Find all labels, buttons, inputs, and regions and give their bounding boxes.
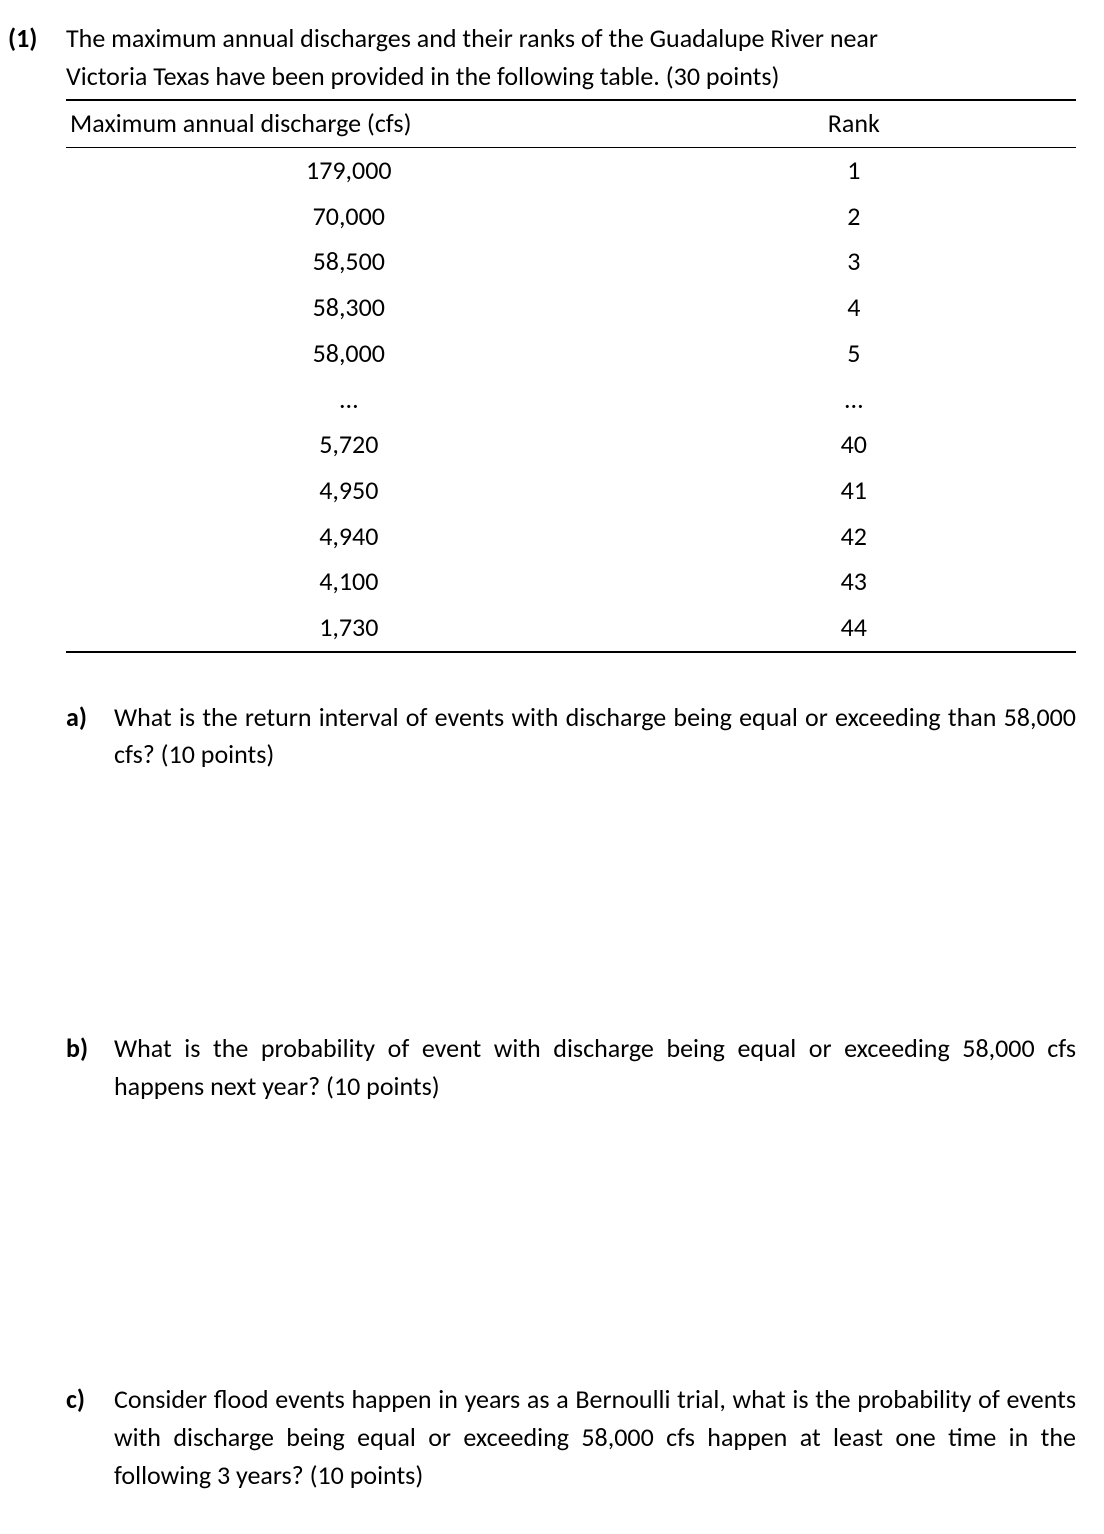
cell-rank: 4 — [632, 285, 1076, 331]
cell-discharge: 58,300 — [66, 285, 632, 331]
cell-discharge: 5,720 — [66, 422, 632, 468]
cell-rank: 42 — [632, 514, 1076, 560]
table-row: 58,300 4 — [66, 285, 1076, 331]
discharge-table-wrap: Maximum annual discharge (cfs) Rank 179,… — [66, 99, 1076, 652]
table-row: 179,000 1 — [66, 148, 1076, 194]
table-row: 1,730 44 — [66, 605, 1076, 652]
cell-discharge: 4,950 — [66, 468, 632, 514]
cell-rank: 3 — [632, 239, 1076, 285]
question-number: (1) — [8, 20, 66, 58]
cell-discharge: 58,000 — [66, 331, 632, 377]
part-a-text: What is the return interval of events wi… — [114, 699, 1076, 774]
cell-rank: 5 — [632, 331, 1076, 377]
table-row: 70,000 2 — [66, 194, 1076, 240]
table-row: 58,500 3 — [66, 239, 1076, 285]
table-row: 58,000 5 — [66, 331, 1076, 377]
part-a: a) What is the return interval of events… — [66, 699, 1076, 774]
cell-discharge: 179,000 — [66, 148, 632, 194]
cell-rank: 44 — [632, 605, 1076, 652]
cell-discharge: 70,000 — [66, 194, 632, 240]
part-c: c) Consider flood events happen in years… — [66, 1381, 1076, 1494]
cell-rank: 2 — [632, 194, 1076, 240]
cell-rank: 43 — [632, 559, 1076, 605]
table-row: ... ... — [66, 377, 1076, 423]
question-text-line2: Victoria Texas have been provided in the… — [66, 60, 779, 92]
table-row: 4,950 41 — [66, 468, 1076, 514]
table-header-discharge: Maximum annual discharge (cfs) — [66, 100, 632, 147]
table-row: 5,720 40 — [66, 422, 1076, 468]
part-a-label: a) — [66, 699, 114, 737]
part-b-text: What is the probability of event with di… — [114, 1030, 1076, 1105]
answer-space-b — [8, 1105, 1076, 1335]
part-b-label: b) — [66, 1030, 114, 1068]
answer-space-a — [8, 774, 1076, 984]
discharge-table: Maximum annual discharge (cfs) Rank 179,… — [66, 99, 1076, 652]
question-text: The maximum annual discharges and their … — [66, 20, 1076, 95]
table-row: 4,940 42 — [66, 514, 1076, 560]
question-text-line1: The maximum annual discharges and their … — [66, 22, 878, 54]
cell-rank: 40 — [632, 422, 1076, 468]
table-row: 4,100 43 — [66, 559, 1076, 605]
cell-discharge: 4,100 — [66, 559, 632, 605]
cell-rank: ... — [632, 377, 1076, 423]
cell-rank: 1 — [632, 148, 1076, 194]
part-b: b) What is the probability of event with… — [66, 1030, 1076, 1105]
table-header-rank: Rank — [632, 100, 1076, 147]
cell-discharge: 1,730 — [66, 605, 632, 652]
cell-discharge: ... — [66, 377, 632, 423]
cell-discharge: 58,500 — [66, 239, 632, 285]
table-header-row: Maximum annual discharge (cfs) Rank — [66, 100, 1076, 147]
part-c-text: Consider flood events happen in years as… — [114, 1381, 1076, 1494]
question-header: (1) The maximum annual discharges and th… — [8, 20, 1076, 95]
cell-rank: 41 — [632, 468, 1076, 514]
part-c-label: c) — [66, 1381, 114, 1419]
cell-discharge: 4,940 — [66, 514, 632, 560]
page: (1) The maximum annual discharges and th… — [0, 0, 1104, 1534]
